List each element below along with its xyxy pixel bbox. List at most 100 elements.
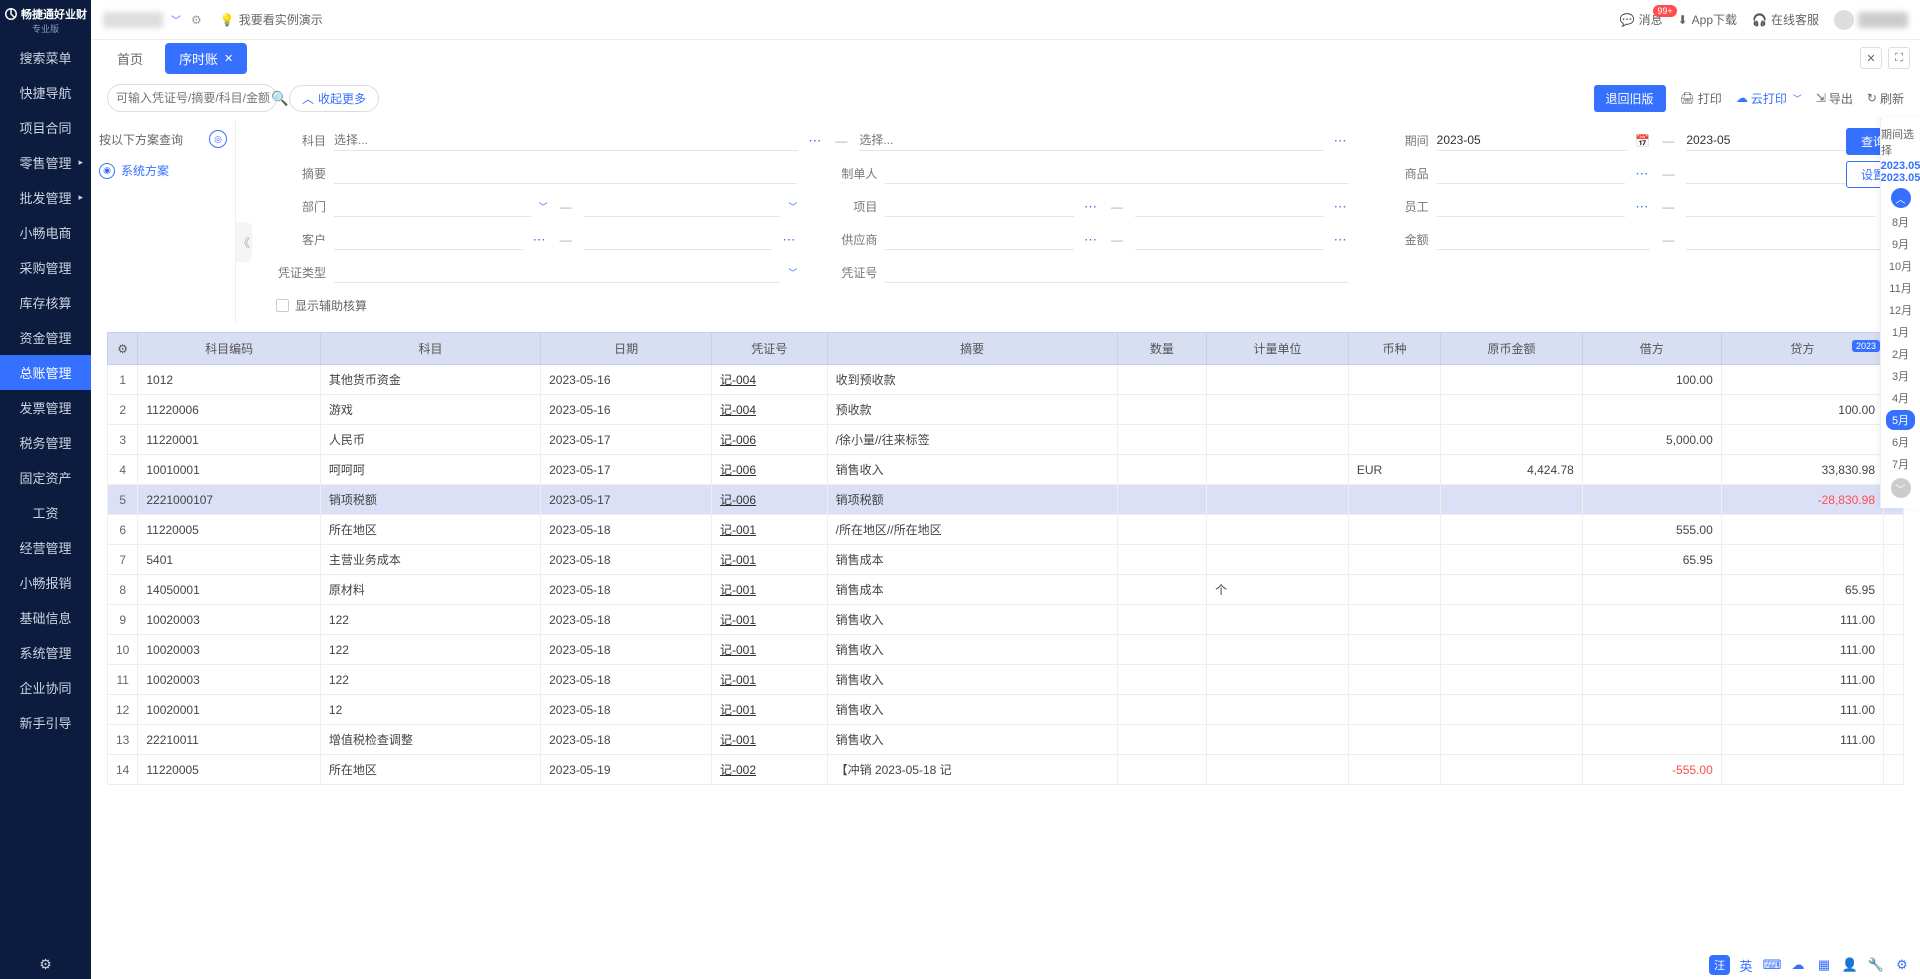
settings-icon[interactable]: ⚙ — [1892, 955, 1912, 975]
tab-home[interactable]: 首页 — [103, 43, 157, 74]
filter-creator[interactable] — [885, 163, 1348, 184]
tab-expand[interactable]: ⛶ — [1888, 47, 1910, 69]
voucher-link[interactable]: 记-001 — [720, 673, 756, 687]
ellipsis-icon[interactable]: ⋯ — [780, 232, 797, 248]
chevron-down-icon[interactable]: ﹀ — [788, 266, 797, 279]
close-icon[interactable]: ✕ — [224, 52, 233, 65]
keyboard-icon[interactable]: ⌨ — [1762, 955, 1782, 975]
filter-employee-to[interactable] — [1686, 196, 1875, 217]
ellipsis-icon[interactable]: ⋯ — [1332, 232, 1349, 248]
sidebar-item-15[interactable]: 小畅报销 — [0, 565, 91, 600]
sidebar-item-1[interactable]: 快捷导航 — [0, 75, 91, 110]
print-button[interactable]: 🖨打印 — [1680, 90, 1722, 107]
person-icon[interactable]: 👤 — [1840, 955, 1860, 975]
refresh-button[interactable]: ↻刷新 — [1867, 90, 1904, 107]
voucher-link[interactable]: 记-001 — [720, 733, 756, 747]
table-row[interactable]: 11012其他货币资金2023-05-16记-004收到预收款100.00 — [108, 365, 1904, 395]
period-month-10月[interactable]: 10月 — [1883, 256, 1918, 276]
table-row[interactable]: 1411220005所在地区2023-05-19记-002【冲销 2023-05… — [108, 755, 1904, 785]
sidebar-item-12[interactable]: 固定资产 — [0, 460, 91, 495]
period-scroll-down[interactable]: ﹀ — [1891, 478, 1911, 498]
table-row[interactable]: 75401主营业务成本2023-05-18记-001销售成本65.95 — [108, 545, 1904, 575]
sidebar-item-14[interactable]: 经营管理 — [0, 530, 91, 565]
org-settings-icon[interactable]: ⚙ — [191, 13, 202, 27]
table-row[interactable]: 10100200031222023-05-18记-001销售收入111.00 — [108, 635, 1904, 665]
collapse-filters-button[interactable]: ︿ 收起更多 — [289, 85, 379, 112]
sidebar-item-2[interactable]: 项目合同 — [0, 110, 91, 145]
support-link[interactable]: 🎧 在线客服 — [1752, 11, 1819, 28]
period-month-3月[interactable]: 3月 — [1886, 366, 1915, 386]
ellipsis-icon[interactable]: ⋯ — [1332, 133, 1349, 149]
search-input[interactable] — [116, 91, 271, 105]
app-download-link[interactable]: ⬇ App下载 — [1678, 11, 1737, 28]
scheme-system[interactable]: ◉ 系统方案 — [99, 158, 227, 183]
tab-sequential-ledger[interactable]: 序时账 ✕ — [165, 43, 247, 74]
search-icon[interactable]: 🔍 — [271, 90, 288, 107]
sidebar-item-9[interactable]: 总账管理 — [0, 355, 91, 390]
table-row[interactable]: 410010001呵呵呵2023-05-17记-006销售收入EUR4,424.… — [108, 455, 1904, 485]
filter-department-to[interactable] — [584, 196, 781, 217]
period-month-2月[interactable]: 2月 — [1886, 344, 1915, 364]
ellipsis-icon[interactable]: ⋯ — [531, 232, 548, 248]
filter-amount-to[interactable] — [1686, 229, 1900, 250]
ellipsis-icon[interactable]: ⋯ — [1332, 199, 1349, 215]
table-row[interactable]: 52221000107销项税额2023-05-17记-006销项税额-28,83… — [108, 485, 1904, 515]
voucher-link[interactable]: 记-002 — [720, 763, 756, 777]
tab-close-all[interactable]: ✕ — [1860, 47, 1882, 69]
sidebar-item-18[interactable]: 企业协同 — [0, 670, 91, 705]
voucher-link[interactable]: 记-001 — [720, 523, 756, 537]
cloud-print-button[interactable]: ☁云打印﹀ — [1736, 90, 1802, 107]
filter-amount-from[interactable] — [1437, 229, 1651, 250]
table-row[interactable]: 1322210011增值税检查调整2023-05-18记-001销售收入111.… — [108, 725, 1904, 755]
collapse-scheme-handle[interactable]: 《 — [236, 222, 252, 262]
period-month-1月[interactable]: 1月2023 — [1886, 322, 1915, 342]
table-row[interactable]: 11100200031222023-05-18记-001销售收入111.00 — [108, 665, 1904, 695]
period-month-7月[interactable]: 7月 — [1886, 454, 1915, 474]
sidebar-item-16[interactable]: 基础信息 — [0, 600, 91, 635]
voucher-link[interactable]: 记-001 — [720, 703, 756, 717]
filter-subject-from[interactable] — [334, 130, 798, 151]
ellipsis-icon[interactable]: ⋯ — [806, 133, 823, 149]
voucher-link[interactable]: 记-006 — [720, 463, 756, 477]
voucher-link[interactable]: 记-001 — [720, 583, 756, 597]
period-month-8月[interactable]: 8月 — [1886, 212, 1915, 232]
filter-customer-from[interactable] — [334, 229, 523, 250]
voucher-link[interactable]: 记-001 — [720, 553, 756, 567]
grid-icon[interactable]: ▦ — [1814, 955, 1834, 975]
filter-project-to[interactable] — [1135, 196, 1324, 217]
export-button[interactable]: ⇲导出 — [1816, 90, 1853, 107]
org-selector[interactable]: ﹀ — [103, 12, 181, 28]
show-aux-checkbox[interactable] — [276, 299, 289, 312]
voucher-link[interactable]: 记-006 — [720, 493, 756, 507]
messages-link[interactable]: 💬 消息 99+ — [1620, 11, 1663, 28]
period-month-11月[interactable]: 11月 — [1883, 278, 1917, 298]
voucher-link[interactable]: 记-006 — [720, 433, 756, 447]
table-row[interactable]: 1210020001122023-05-18记-001销售收入111.00 — [108, 695, 1904, 725]
filter-summary[interactable] — [334, 163, 797, 184]
sidebar-item-10[interactable]: 发票管理 — [0, 390, 91, 425]
filter-voucher-type[interactable] — [334, 262, 780, 283]
table-row[interactable]: 311220001人民币2023-05-17记-006/徐小量//往来标签5,0… — [108, 425, 1904, 455]
ellipsis-icon[interactable]: ⋯ — [1082, 199, 1099, 215]
period-month-12月[interactable]: 12月 — [1883, 300, 1918, 320]
sidebar-item-5[interactable]: 小畅电商 — [0, 215, 91, 250]
sidebar-item-8[interactable]: 资金管理 — [0, 320, 91, 355]
period-month-6月[interactable]: 6月 — [1886, 432, 1915, 452]
filter-voucher-no[interactable] — [885, 262, 1348, 283]
voucher-link[interactable]: 记-004 — [720, 373, 756, 387]
wrench-icon[interactable]: 🔧 — [1866, 955, 1886, 975]
ellipsis-icon[interactable]: ⋯ — [1082, 232, 1099, 248]
ellipsis-icon[interactable]: ⋯ — [1633, 199, 1650, 215]
cloud-icon[interactable]: ☁ — [1788, 955, 1808, 975]
table-settings-icon[interactable]: ⚙ — [108, 333, 138, 365]
filter-department-from[interactable] — [334, 196, 531, 217]
chevron-down-icon[interactable]: ﹀ — [539, 200, 548, 213]
user-menu[interactable] — [1834, 10, 1908, 30]
return-old-button[interactable]: 退回旧版 — [1594, 85, 1666, 112]
table-row[interactable]: 814050001原材料2023-05-18记-001销售成本个65.95 — [108, 575, 1904, 605]
table-row[interactable]: 211220006游戏2023-05-16记-004预收款100.00 — [108, 395, 1904, 425]
period-scroll-up[interactable]: ︿ — [1891, 188, 1911, 208]
settings-gear-icon[interactable]: ⚙ — [39, 956, 52, 973]
filter-employee-from[interactable] — [1437, 196, 1626, 217]
sidebar-item-13[interactable]: 工资 — [0, 495, 91, 530]
